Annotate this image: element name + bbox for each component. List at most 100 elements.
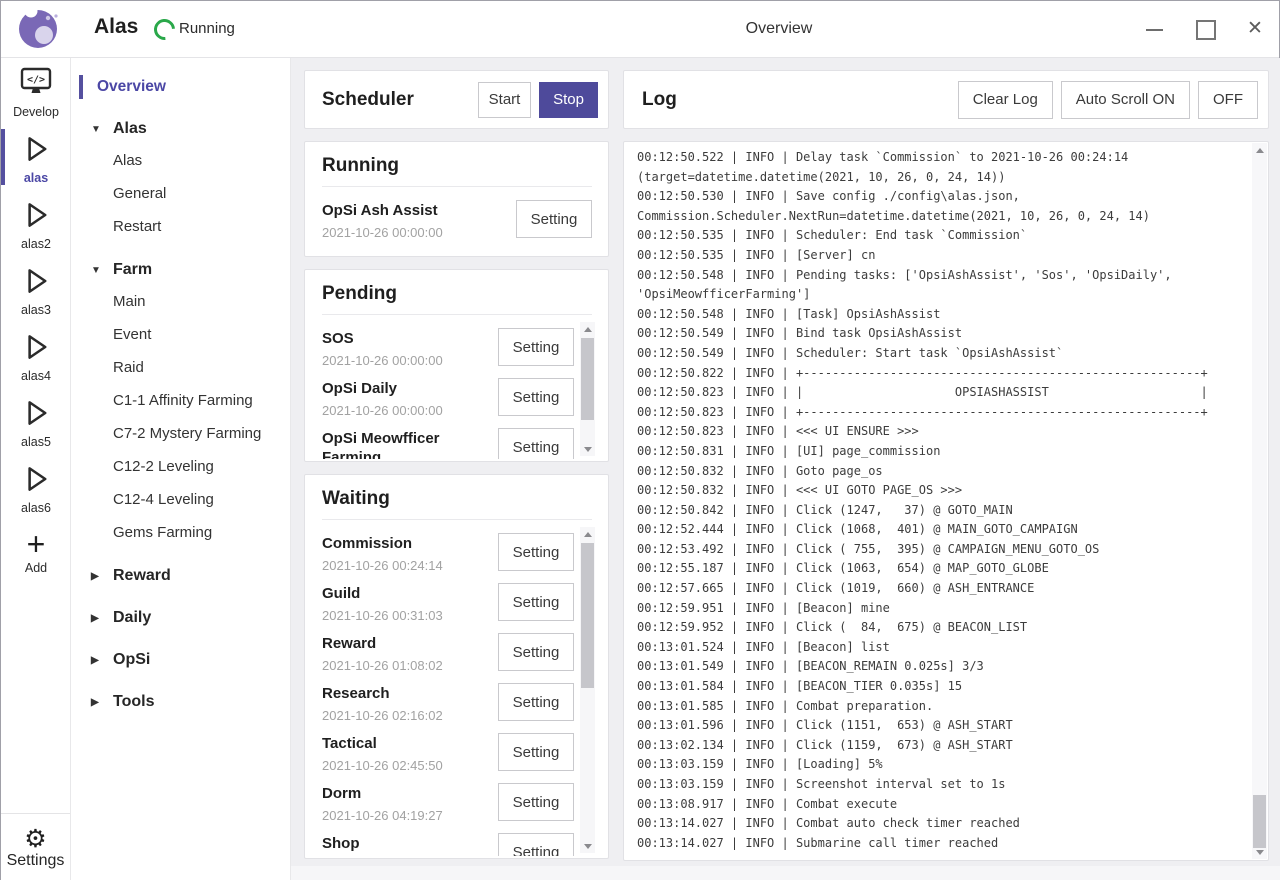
scroll-up-icon[interactable] [580, 322, 595, 336]
scrollbar-thumb[interactable] [581, 338, 594, 420]
task-row: Shop Setting [322, 827, 574, 856]
chevron-right-icon: ▶ [91, 696, 99, 708]
rail-item-instance[interactable]: alas3 [1, 264, 71, 317]
nav-group-header-opsi[interactable]: ▶ OpSi [91, 651, 151, 668]
rail-item-develop[interactable]: </> Develop [1, 66, 71, 119]
window-title: Overview [745, 20, 813, 37]
chevron-down-icon: ▼ [91, 264, 101, 276]
task-time: 2021-10-26 00:00:00 [322, 353, 443, 368]
task-setting-button[interactable]: Setting [516, 200, 592, 238]
start-button[interactable]: Start [478, 81, 531, 118]
rail-item-instance[interactable]: alas6 [1, 462, 71, 515]
log-line: 00:12:55.187 | INFO | Click (1063, 654) … [637, 561, 1049, 576]
task-setting-button[interactable]: Setting [498, 633, 574, 671]
log-line: 00:12:59.952 | INFO | Click ( 84, 675) @… [637, 620, 1028, 635]
rail-item-label: Develop [13, 105, 59, 119]
log-line: 00:12:57.665 | INFO | Click (1019, 660) … [637, 581, 1035, 596]
nav-group-tools: ▶ Tools [91, 693, 290, 711]
autoscroll-on-button[interactable]: Auto Scroll ON [1060, 80, 1190, 119]
nav-item[interactable]: C7-2 Mystery Farming [113, 425, 262, 442]
nav-item[interactable]: Main [113, 293, 146, 310]
scrollbar-thumb[interactable] [581, 543, 594, 688]
rail-item-settings[interactable]: ⚙ Settings [1, 813, 70, 880]
play-icon [19, 198, 53, 237]
task-setting-button[interactable]: Setting [498, 533, 574, 571]
nav-item[interactable]: General [113, 185, 167, 202]
nav-item[interactable]: C1-1 Affinity Farming [113, 392, 253, 409]
task-time: 2021-10-26 02:16:02 [322, 708, 443, 723]
task-row: OpSi Ash Assist 2021-10-26 00:00:00 Sett… [322, 194, 592, 244]
log-viewport[interactable]: 00:12:50.522 | INFO | Delay task `Commis… [624, 142, 1251, 860]
nav-group-farm: ▼ Farm Main Event Raid C1-1 Affinity Farmin… [91, 261, 290, 543]
rail-item-instance[interactable]: alas4 [1, 330, 71, 383]
minimize-icon[interactable] [1145, 19, 1165, 39]
scroll-up-icon[interactable] [580, 527, 595, 541]
log-panel: 00:12:50.522 | INFO | Delay task `Commis… [623, 141, 1269, 861]
nav-item[interactable]: Gems Farming [113, 524, 213, 541]
running-panel: Running OpSi Ash Assist 2021-10-26 00:00… [304, 141, 609, 257]
log-line: 00:12:50.823 | INFO | <<< UI ENSURE >>> [637, 424, 919, 439]
log-line: 00:12:59.951 | INFO | [Beacon] mine [637, 600, 890, 615]
log-scrollbar[interactable] [1252, 143, 1267, 859]
nav-group-daily: ▶ Daily [91, 609, 290, 627]
rail-item-label: Add [24, 561, 48, 575]
nav-item[interactable]: Event [113, 326, 152, 343]
nav-item[interactable]: C12-4 Leveling [113, 491, 214, 508]
nav-item[interactable]: Restart [113, 218, 162, 235]
rail-item-label: alas4 [21, 369, 51, 383]
task-name: Shop [322, 835, 360, 852]
task-time: 2021-10-26 02:45:50 [322, 758, 443, 773]
autoscroll-off-button[interactable]: OFF [1198, 80, 1258, 119]
pending-scrollbar[interactable] [580, 322, 595, 456]
waiting-scrollbar[interactable] [580, 527, 595, 853]
nav-group-header-daily[interactable]: ▶ Daily [91, 609, 152, 626]
scrollbar-thumb[interactable] [1253, 795, 1266, 848]
task-row: Reward 2021-10-26 01:08:02 Setting [322, 627, 574, 677]
scroll-down-icon[interactable] [580, 839, 595, 853]
rail-item-add[interactable]: + Add [1, 528, 71, 575]
close-icon[interactable]: ✕ [1247, 18, 1263, 39]
task-setting-button[interactable]: Setting [498, 783, 574, 821]
task-setting-button[interactable]: Setting [498, 428, 574, 459]
scroll-down-icon[interactable] [580, 442, 595, 456]
nav-group-header-farm[interactable]: ▼ Farm [91, 261, 153, 278]
stop-button[interactable]: Stop [539, 81, 598, 118]
task-row: Tactical 2021-10-26 02:45:50 Setting [322, 727, 574, 777]
log-line: 00:12:50.549 | INFO | Bind task OpsiAshA… [637, 326, 963, 341]
task-row: OpSi Meowfficer Farming Setting [322, 422, 574, 459]
task-setting-button[interactable]: Setting [498, 683, 574, 721]
task-setting-button[interactable]: Setting [498, 328, 574, 366]
scroll-down-icon[interactable] [1252, 845, 1267, 859]
clear-log-button[interactable]: Clear Log [957, 80, 1053, 119]
pending-panel: Pending SOS 2021-10-26 00:00:00 Setting … [304, 269, 609, 462]
play-icon [19, 330, 53, 369]
task-setting-button[interactable]: Setting [498, 833, 574, 856]
play-icon [19, 462, 53, 501]
rail-item-instance[interactable]: alas5 [1, 396, 71, 449]
log-line: 00:12:50.522 | INFO | Delay task `Commis… [637, 150, 1136, 184]
nav-item[interactable]: C12-2 Leveling [113, 458, 214, 475]
rail-item-instance[interactable]: alas [1, 129, 71, 185]
titlebar: Alas Running Overview ✕ [1, 1, 1279, 58]
horizontal-scrollbar[interactable] [291, 866, 1280, 880]
log-line: 00:13:01.584 | INFO | [BEACON_TIER 0.035… [637, 679, 963, 694]
play-icon [19, 264, 53, 303]
task-setting-button[interactable]: Setting [498, 583, 574, 621]
nav-item-overview[interactable]: Overview [79, 75, 290, 99]
scroll-up-icon[interactable] [1252, 143, 1267, 157]
log-line: 00:12:50.832 | INFO | Goto page_os [637, 463, 883, 478]
nav-item[interactable]: Raid [113, 359, 144, 376]
chevron-right-icon: ▶ [91, 570, 99, 582]
nav-group-header-tools[interactable]: ▶ Tools [91, 693, 155, 710]
nav-group-header-alas[interactable]: ▼ Alas [91, 120, 147, 137]
task-setting-button[interactable]: Setting [498, 733, 574, 771]
task-name: Tactical [322, 735, 377, 752]
nav-item[interactable]: Alas [113, 152, 143, 169]
task-setting-button[interactable]: Setting [498, 378, 574, 416]
rail-item-instance[interactable]: alas2 [1, 198, 71, 251]
code-monitor-icon: </> [18, 66, 54, 103]
maximize-icon[interactable] [1195, 19, 1216, 40]
rail-item-label: alas2 [21, 237, 51, 251]
task-time: 2021-10-26 01:08:02 [322, 658, 443, 673]
nav-group-header-reward[interactable]: ▶ Reward [91, 567, 171, 584]
